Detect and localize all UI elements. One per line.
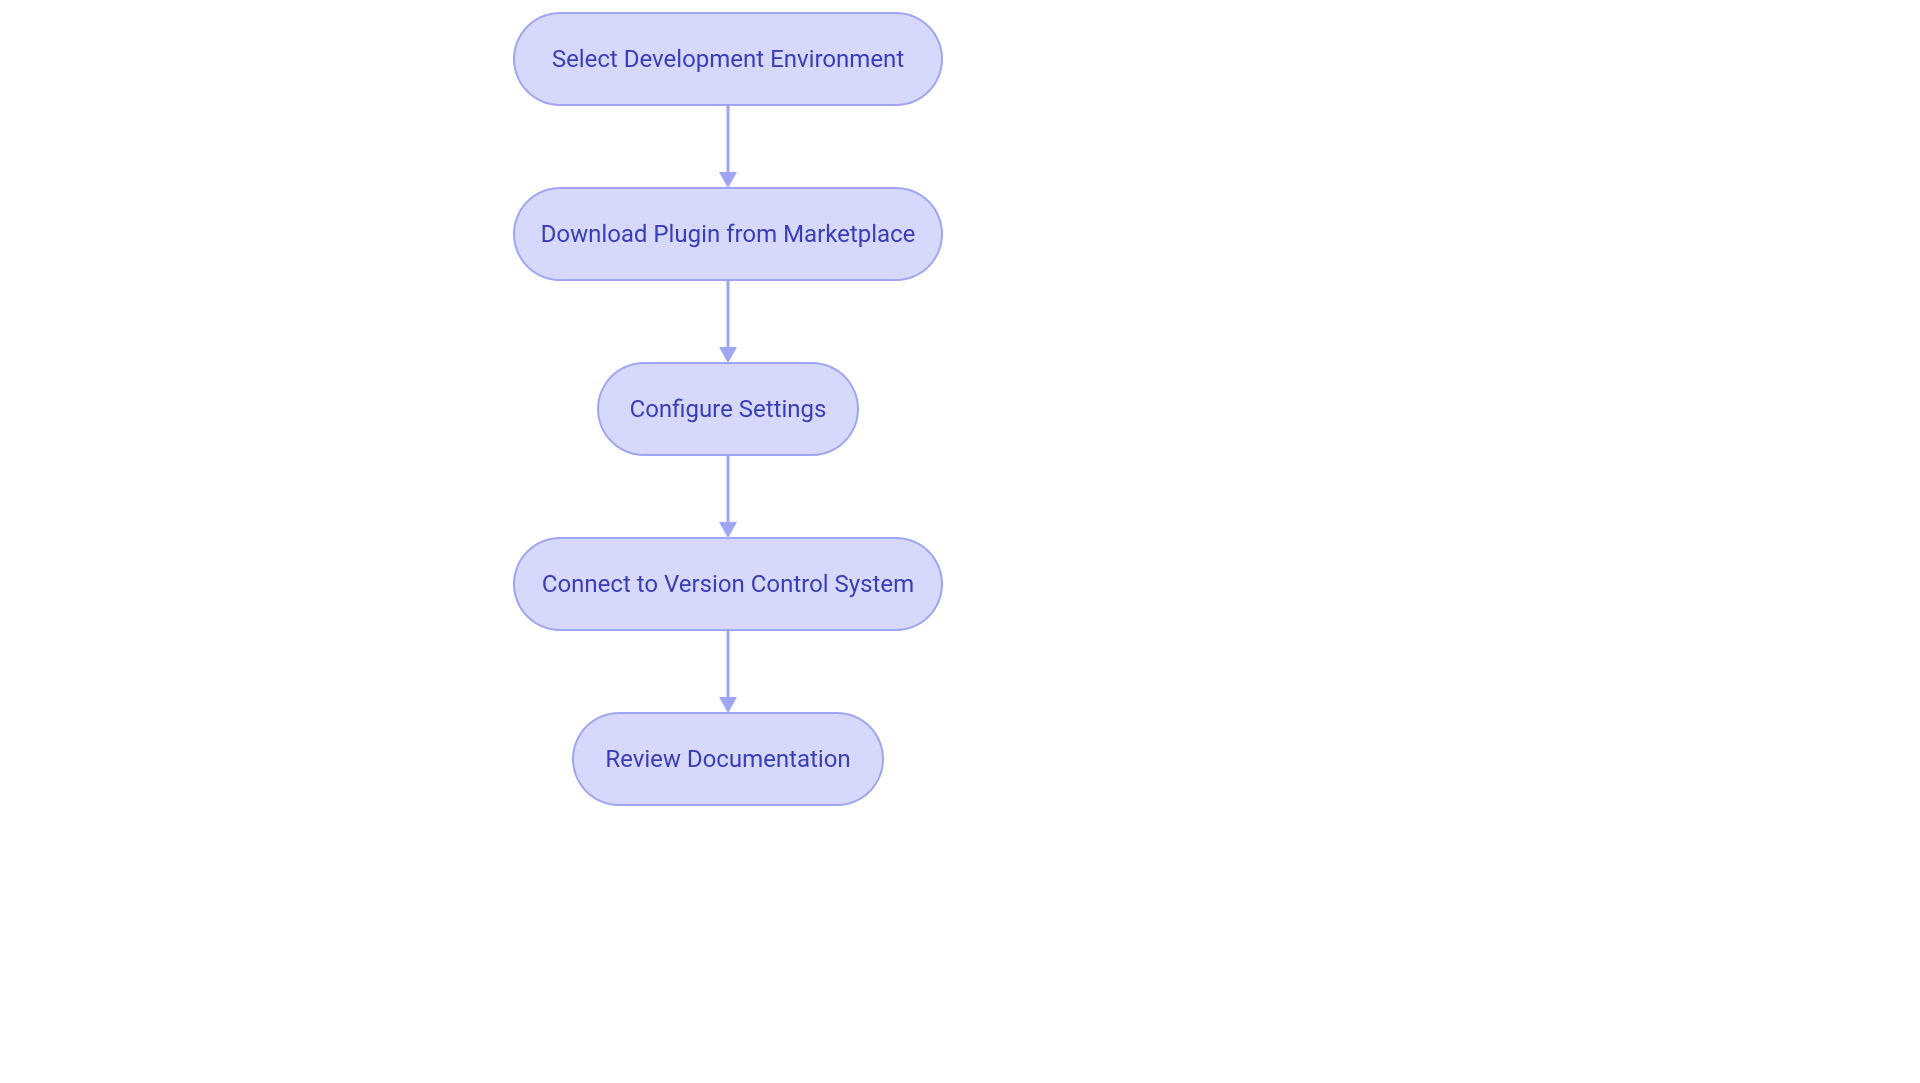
node-review-docs: Review Documentation bbox=[572, 712, 884, 806]
arrow-head-icon bbox=[719, 697, 737, 713]
arrow-line bbox=[727, 106, 730, 172]
node-label: Configure Settings bbox=[630, 395, 827, 423]
node-label: Download Plugin from Marketplace bbox=[541, 220, 916, 248]
arrow-line bbox=[727, 631, 730, 697]
flowchart-canvas: Select Development Environment Download … bbox=[0, 0, 1920, 1083]
node-download-plugin: Download Plugin from Marketplace bbox=[513, 187, 943, 281]
node-connect-vcs: Connect to Version Control System bbox=[513, 537, 943, 631]
node-label: Review Documentation bbox=[605, 745, 850, 773]
arrow-line bbox=[727, 281, 730, 347]
arrow-line bbox=[727, 456, 730, 522]
arrow-head-icon bbox=[719, 347, 737, 363]
node-configure-settings: Configure Settings bbox=[597, 362, 859, 456]
node-select-environment: Select Development Environment bbox=[513, 12, 943, 106]
node-label: Select Development Environment bbox=[552, 45, 904, 73]
arrow-head-icon bbox=[719, 522, 737, 538]
arrow-head-icon bbox=[719, 172, 737, 188]
node-label: Connect to Version Control System bbox=[542, 570, 914, 598]
